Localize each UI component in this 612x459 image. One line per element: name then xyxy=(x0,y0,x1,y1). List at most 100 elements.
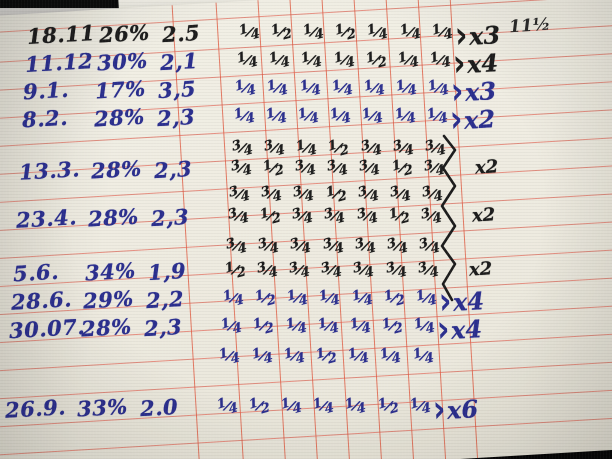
row-value: 2,2 xyxy=(145,285,185,314)
row-date: 26.9. xyxy=(4,394,67,423)
fraction-cell: 1/4 xyxy=(343,395,368,418)
row-value: 3,5 xyxy=(157,75,197,104)
fraction-cell: 1/2 xyxy=(382,287,407,310)
fraction-cell: 1/2 xyxy=(326,137,351,160)
fraction-cell: 1/4 xyxy=(282,345,307,368)
row-multiplier: x4 xyxy=(450,314,483,345)
fraction-cell: 1/4 xyxy=(267,49,292,72)
fraction-cell: 3/4 xyxy=(359,137,384,160)
fraction-cell: 1/4 xyxy=(284,315,309,338)
row-multiplier: x2 xyxy=(474,156,499,179)
row-multiplier: x3 xyxy=(464,76,497,107)
fraction-cell: 3/4 xyxy=(255,259,280,282)
fraction-cell: 3/4 xyxy=(385,235,410,258)
row-percent: 28% xyxy=(87,203,140,232)
grid-vline xyxy=(353,0,383,459)
fraction-cell: 1/4 xyxy=(346,345,371,368)
row-date: 9.1. xyxy=(22,76,70,105)
fraction-cell: 1/4 xyxy=(250,345,275,368)
row-multiplier: x2 xyxy=(463,104,496,135)
row-date: 5.6. xyxy=(12,258,60,287)
fraction-cell: 1/2 xyxy=(387,205,412,228)
fraction-cell: 1/4 xyxy=(221,287,246,310)
row-value: 2.0 xyxy=(139,393,179,422)
fraction-cell: 1/2 xyxy=(380,315,405,338)
row-percent: 26% xyxy=(98,19,151,48)
row-value: 2,1 xyxy=(159,47,199,76)
fraction-cell: 1/4 xyxy=(215,395,240,418)
row-percent: 28% xyxy=(90,155,143,184)
row-multiplier: x4 xyxy=(452,286,485,317)
fraction-cell: 1/4 xyxy=(408,395,433,418)
row-value: 2.5 xyxy=(161,19,201,48)
fraction-cell: 1/4 xyxy=(330,77,355,100)
fraction-cell: 1/4 xyxy=(412,315,437,338)
fraction-cell: 3/4 xyxy=(321,235,346,258)
fraction-cell: 3/4 xyxy=(356,183,381,206)
fraction-cell: 1/2 xyxy=(333,21,358,44)
fraction-cell: 1/2 xyxy=(376,395,401,418)
row-multiplier: x2 xyxy=(471,204,496,227)
fraction-cell: 3/4 xyxy=(293,157,318,180)
fraction-cell: 3/4 xyxy=(230,137,255,160)
fraction-cell: 1/4 xyxy=(393,105,418,128)
fraction-cell: 1/4 xyxy=(311,395,336,418)
row-date: 18.11 xyxy=(26,19,96,50)
row-multiplier: x2 xyxy=(468,258,493,281)
fraction-cell: 3/4 xyxy=(357,157,382,180)
row-value: 2,3 xyxy=(143,313,183,342)
row-date: 28.6. xyxy=(10,286,73,315)
fraction-cell: 3/4 xyxy=(422,157,447,180)
fraction-cell: 1/2 xyxy=(247,395,272,418)
fraction-cell: 1/4 xyxy=(235,49,260,72)
fraction-cell: 3/4 xyxy=(351,259,376,282)
fraction-cell: 1/2 xyxy=(324,183,349,206)
grid-vline xyxy=(215,2,245,459)
multiplier-bracket: › xyxy=(435,307,451,352)
fraction-cell: 1/2 xyxy=(314,345,339,368)
fraction-cell: 3/4 xyxy=(287,259,312,282)
row-value: 2,3 xyxy=(156,103,196,132)
fraction-cell: 3/4 xyxy=(288,235,313,258)
fraction-cell: 1/4 xyxy=(332,49,357,72)
fraction-cell: 1/4 xyxy=(298,77,323,100)
fraction-cell: 1/4 xyxy=(398,21,423,44)
fraction-cell: 1/4 xyxy=(285,287,310,310)
fraction-cell: 1/2 xyxy=(223,259,248,282)
row-multiplier: x4 xyxy=(466,48,499,79)
row-percent: 30% xyxy=(96,47,149,76)
fraction-cell: 3/4 xyxy=(224,235,249,258)
row-date: 23.4. xyxy=(15,204,78,233)
row-percent: 34% xyxy=(84,257,137,286)
fraction-cell: 1/4 xyxy=(350,287,375,310)
fraction-cell: 1/4 xyxy=(316,315,341,338)
row-value: 1,9 xyxy=(147,257,187,286)
fraction-cell: 3/4 xyxy=(384,259,409,282)
fraction-cell: 1/4 xyxy=(296,105,321,128)
fraction-cell: 3/4 xyxy=(259,183,284,206)
fraction-cell: 1/4 xyxy=(378,345,403,368)
multiplier-bracket: › xyxy=(448,97,464,142)
fraction-cell: 1/2 xyxy=(390,157,415,180)
fraction-cell: 1/4 xyxy=(232,105,257,128)
fraction-cell: 3/4 xyxy=(419,205,444,228)
fraction-cell: 3/4 xyxy=(388,183,413,206)
row-value: 2,3 xyxy=(150,203,190,232)
fraction-cell: 1/2 xyxy=(269,21,294,44)
fraction-cell: 3/4 xyxy=(262,137,287,160)
fraction-cell: 3/4 xyxy=(256,235,281,258)
fraction-cell: 3/4 xyxy=(290,205,315,228)
fraction-cell: 1/4 xyxy=(217,345,242,368)
fraction-cell: 3/4 xyxy=(391,137,416,160)
row-date: 11.12 xyxy=(24,47,94,78)
fraction-cell: 3/4 xyxy=(229,157,254,180)
fraction-cell: 1/4 xyxy=(265,77,290,100)
fraction-cell: 1/2 xyxy=(253,287,278,310)
fraction-cell: 1/4 xyxy=(365,21,390,44)
row-date: 13.3. xyxy=(18,156,81,185)
fraction-cell: 1/4 xyxy=(360,105,385,128)
fraction-cell: 1/4 xyxy=(233,77,258,100)
fraction-cell: 1/4 xyxy=(317,287,342,310)
fraction-cell: 1/2 xyxy=(258,205,283,228)
